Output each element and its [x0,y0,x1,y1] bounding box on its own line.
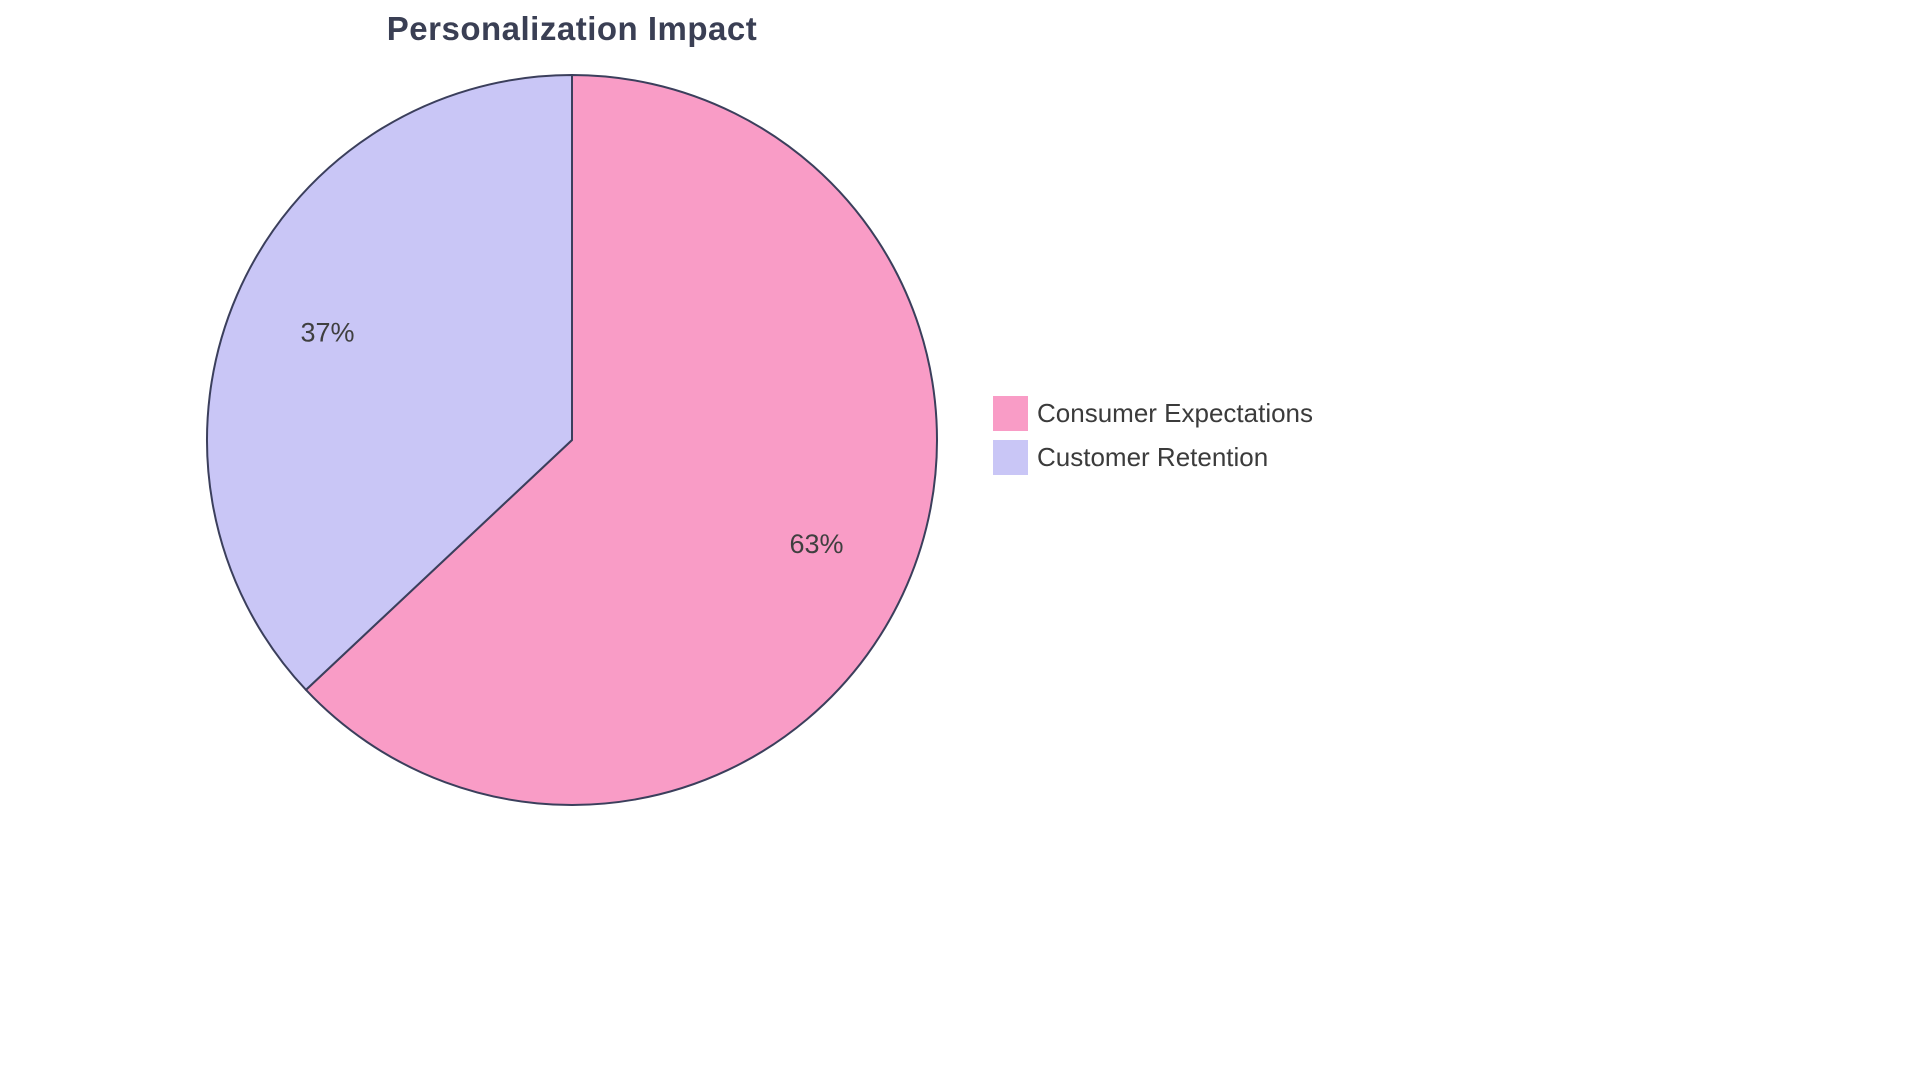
legend-swatch-consumer-expectations [993,396,1028,431]
slice-percent-label-consumer-expectations: 63% [790,529,844,559]
legend-swatch-customer-retention [993,440,1028,475]
slice-percent-label-customer-retention: 37% [300,317,354,347]
legend: Consumer Expectations Customer Retention [993,396,1313,475]
legend-item-customer-retention: Customer Retention [993,440,1313,475]
legend-label-customer-retention: Customer Retention [1037,442,1269,472]
pie-slice-consumer-expectations [304,74,938,806]
chart-title: Personalization Impact [386,10,758,47]
pie-slice-customer-retention [206,74,573,691]
legend-label-consumer-expectations: Consumer Expectations [1037,398,1314,428]
legend-item-consumer-expectations: Consumer Expectations [993,396,1313,431]
